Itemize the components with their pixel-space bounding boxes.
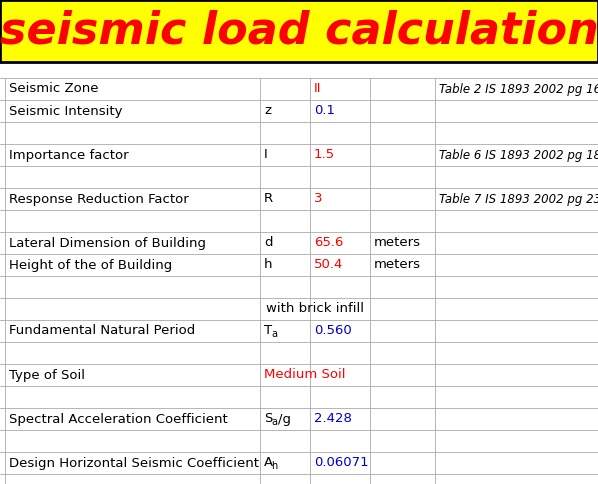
Text: 3: 3 [314, 193, 322, 206]
Bar [0, 0, 598, 62]
Text: Importance factor: Importance factor [9, 149, 129, 162]
Text: Type of Soil: Type of Soil [9, 368, 85, 381]
Text: Table 7 IS 1893 2002 pg 23: Table 7 IS 1893 2002 pg 23 [439, 193, 598, 206]
Text: 0.560: 0.560 [314, 324, 352, 337]
Text: z: z [264, 105, 271, 118]
Text: Response Reduction Factor: Response Reduction Factor [9, 193, 189, 206]
Text: S: S [264, 412, 272, 425]
Text: Lateral Dimension of Building: Lateral Dimension of Building [9, 237, 206, 249]
Text: seismic load calculation: seismic load calculation [0, 10, 598, 52]
Text: II: II [314, 82, 322, 95]
Text: T: T [264, 324, 272, 337]
Text: h: h [264, 258, 273, 272]
Text: d: d [264, 237, 273, 249]
Text: Height of the of Building: Height of the of Building [9, 258, 172, 272]
Text: R: R [264, 193, 273, 206]
Text: Table 6 IS 1893 2002 pg 18: Table 6 IS 1893 2002 pg 18 [439, 149, 598, 162]
Text: Table 2 IS 1893 2002 pg 16: Table 2 IS 1893 2002 pg 16 [439, 82, 598, 95]
Text: Seismic Zone: Seismic Zone [9, 82, 99, 95]
Text: 50.4: 50.4 [314, 258, 343, 272]
Text: a: a [271, 417, 277, 427]
Text: /g: /g [278, 412, 291, 425]
Text: 0.1: 0.1 [314, 105, 335, 118]
Text: Seismic Intensity: Seismic Intensity [9, 105, 123, 118]
Text: Design Horizontal Seismic Coefficient: Design Horizontal Seismic Coefficient [9, 456, 259, 469]
Text: a: a [271, 329, 277, 339]
Text: 65.6: 65.6 [314, 237, 343, 249]
Text: Medium Soil: Medium Soil [264, 368, 346, 381]
Text: meters: meters [374, 237, 421, 249]
Text: meters: meters [374, 258, 421, 272]
Text: I: I [264, 149, 268, 162]
Text: h: h [271, 461, 277, 471]
Text: Fundamental Natural Period: Fundamental Natural Period [9, 324, 196, 337]
Text: A: A [264, 456, 273, 469]
Text: 1.5: 1.5 [314, 149, 335, 162]
Text: with brick infill: with brick infill [266, 302, 364, 316]
Text: Spectral Acceleration Coefficient: Spectral Acceleration Coefficient [9, 412, 228, 425]
Text: 2.428: 2.428 [314, 412, 352, 425]
Text: 0.06071: 0.06071 [314, 456, 368, 469]
